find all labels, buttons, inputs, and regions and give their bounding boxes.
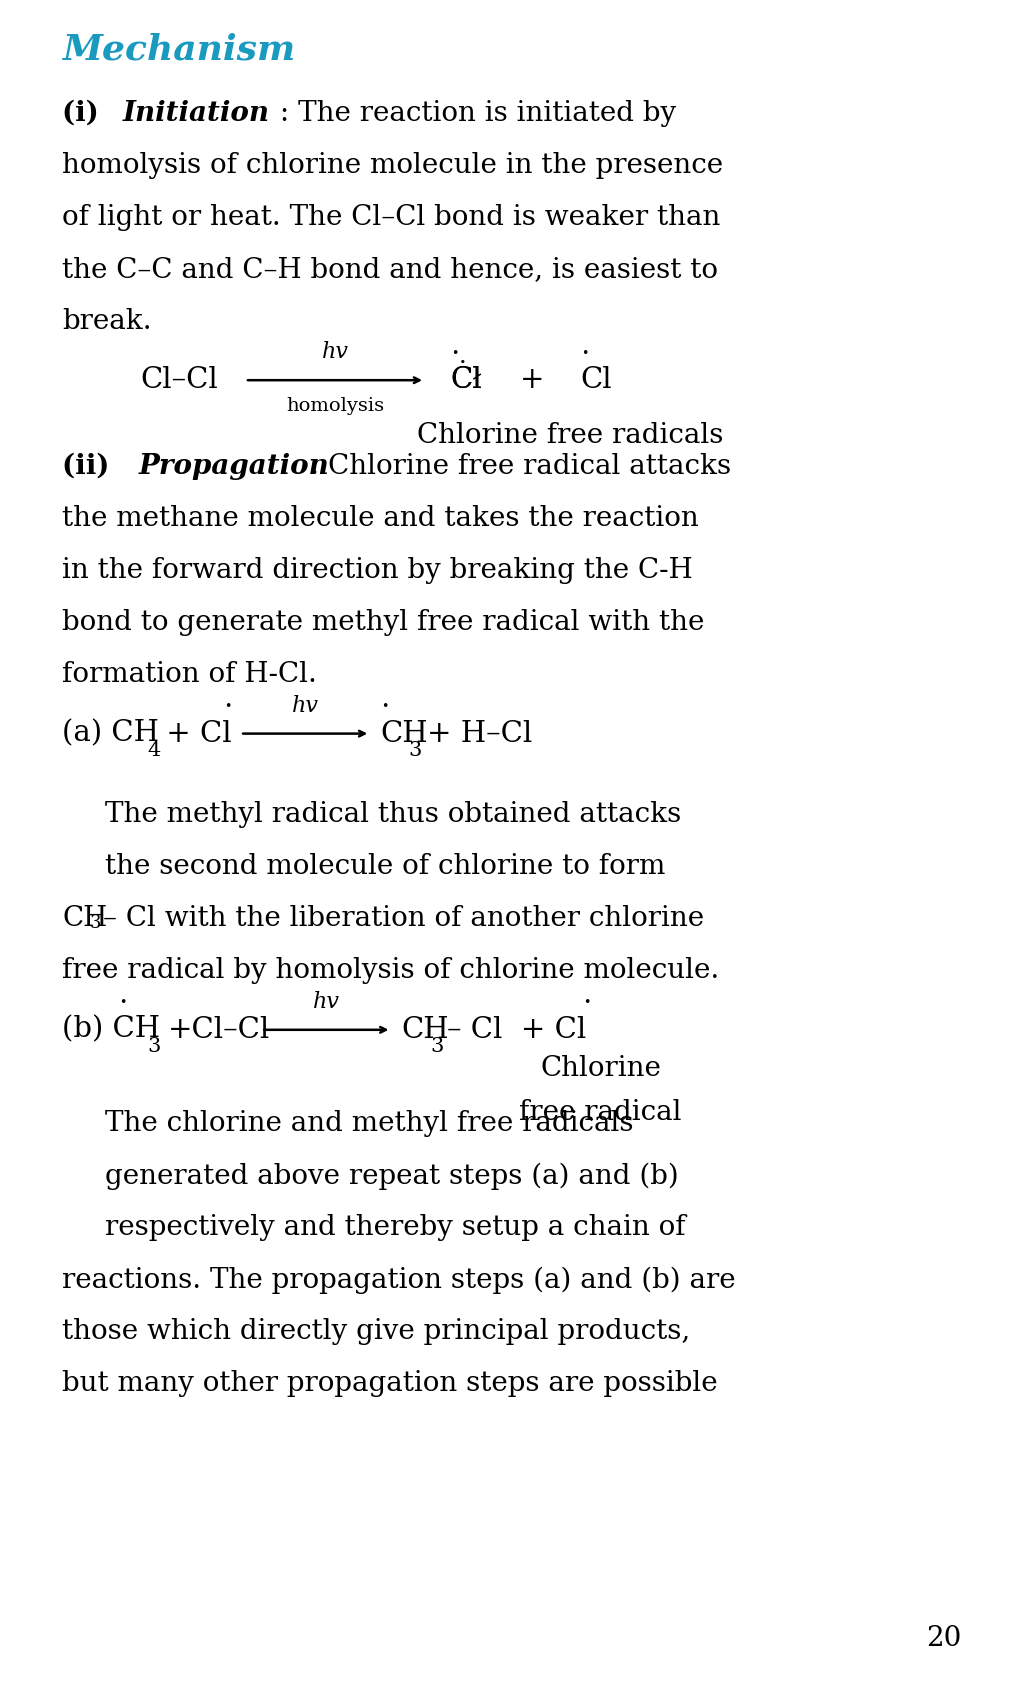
Text: break.: break. — [62, 307, 152, 334]
Text: the second molecule of chlorine to form: the second molecule of chlorine to form — [105, 854, 666, 881]
Text: Propagation: Propagation — [138, 454, 329, 481]
Text: •: • — [381, 700, 388, 714]
Text: Cl–Cl: Cl–Cl — [140, 366, 218, 395]
Text: 20: 20 — [927, 1625, 962, 1652]
Text: the methane molecule and takes the reaction: the methane molecule and takes the react… — [62, 504, 698, 531]
Text: hv: hv — [313, 990, 340, 1012]
Text: those which directly give principal products,: those which directly give principal prod… — [62, 1319, 690, 1346]
Text: 4: 4 — [147, 741, 161, 761]
Text: free radical: free radical — [519, 1098, 682, 1125]
Text: •: • — [581, 348, 589, 359]
Text: generated above repeat steps (a) and (b): generated above repeat steps (a) and (b) — [105, 1162, 679, 1189]
Text: homolysis: homolysis — [286, 396, 384, 415]
Text: Chlorine free radicals: Chlorine free radicals — [417, 422, 723, 449]
Text: (ii): (ii) — [62, 454, 119, 481]
Text: •: • — [583, 997, 590, 1009]
Text: hv: hv — [292, 695, 318, 717]
Text: •: • — [119, 997, 127, 1009]
Text: but many other propagation steps are possible: but many other propagation steps are pos… — [62, 1370, 718, 1397]
Text: Ċł: Ċł — [450, 366, 481, 395]
Text: CH: CH — [62, 906, 108, 933]
Text: Cl: Cl — [580, 366, 611, 395]
Text: of light or heat. The Cl–Cl bond is weaker than: of light or heat. The Cl–Cl bond is weak… — [62, 204, 720, 231]
Text: reactions. The propagation steps (a) and (b) are: reactions. The propagation steps (a) and… — [62, 1267, 735, 1294]
Text: + H–Cl: + H–Cl — [427, 720, 532, 747]
Text: respectively and thereby setup a chain of: respectively and thereby setup a chain o… — [105, 1215, 686, 1242]
Text: +: + — [520, 366, 545, 395]
Text: : The reaction is initiated by: : The reaction is initiated by — [270, 100, 676, 127]
Text: the C–C and C–H bond and hence, is easiest to: the C–C and C–H bond and hence, is easie… — [62, 256, 718, 283]
Text: Cl: Cl — [450, 366, 481, 395]
Text: The methyl radical thus obtained attacks: The methyl radical thus obtained attacks — [105, 801, 681, 828]
Text: bond to generate methyl free radical with the: bond to generate methyl free radical wit… — [62, 609, 705, 636]
Text: Initiation: Initiation — [123, 100, 270, 127]
Text: +Cl–Cl: +Cl–Cl — [168, 1016, 270, 1044]
Text: homolysis of chlorine molecule in the presence: homolysis of chlorine molecule in the pr… — [62, 152, 723, 179]
Text: free radical by homolysis of chlorine molecule.: free radical by homolysis of chlorine mo… — [62, 957, 719, 984]
Text: •: • — [451, 348, 459, 359]
Text: 3: 3 — [89, 914, 100, 933]
Text: – Cl with the liberation of another chlorine: – Cl with the liberation of another chlo… — [103, 906, 705, 933]
Text: hv: hv — [322, 341, 348, 363]
Text: – Cl  + Cl: – Cl + Cl — [446, 1016, 586, 1044]
Text: (i): (i) — [62, 100, 109, 127]
Text: CH: CH — [401, 1016, 449, 1044]
Text: (a) CH: (a) CH — [62, 720, 159, 747]
Text: Chlorine: Chlorine — [540, 1054, 660, 1081]
Text: 3: 3 — [147, 1038, 161, 1056]
Text: formation of H-Cl.: formation of H-Cl. — [62, 661, 316, 688]
Text: (b) CH: (b) CH — [62, 1016, 160, 1044]
Text: The chlorine and methyl free radicals: The chlorine and methyl free radicals — [105, 1110, 634, 1137]
Text: CH: CH — [380, 720, 428, 747]
Text: 3: 3 — [430, 1038, 443, 1056]
Text: + Cl: + Cl — [157, 720, 231, 747]
Text: 3: 3 — [409, 741, 422, 761]
Text: in the forward direction by breaking the C-H: in the forward direction by breaking the… — [62, 557, 693, 584]
Text: •: • — [224, 700, 231, 714]
Text: Mechanism: Mechanism — [62, 32, 295, 66]
Text: : Chlorine free radical attacks: : Chlorine free radical attacks — [301, 454, 731, 481]
